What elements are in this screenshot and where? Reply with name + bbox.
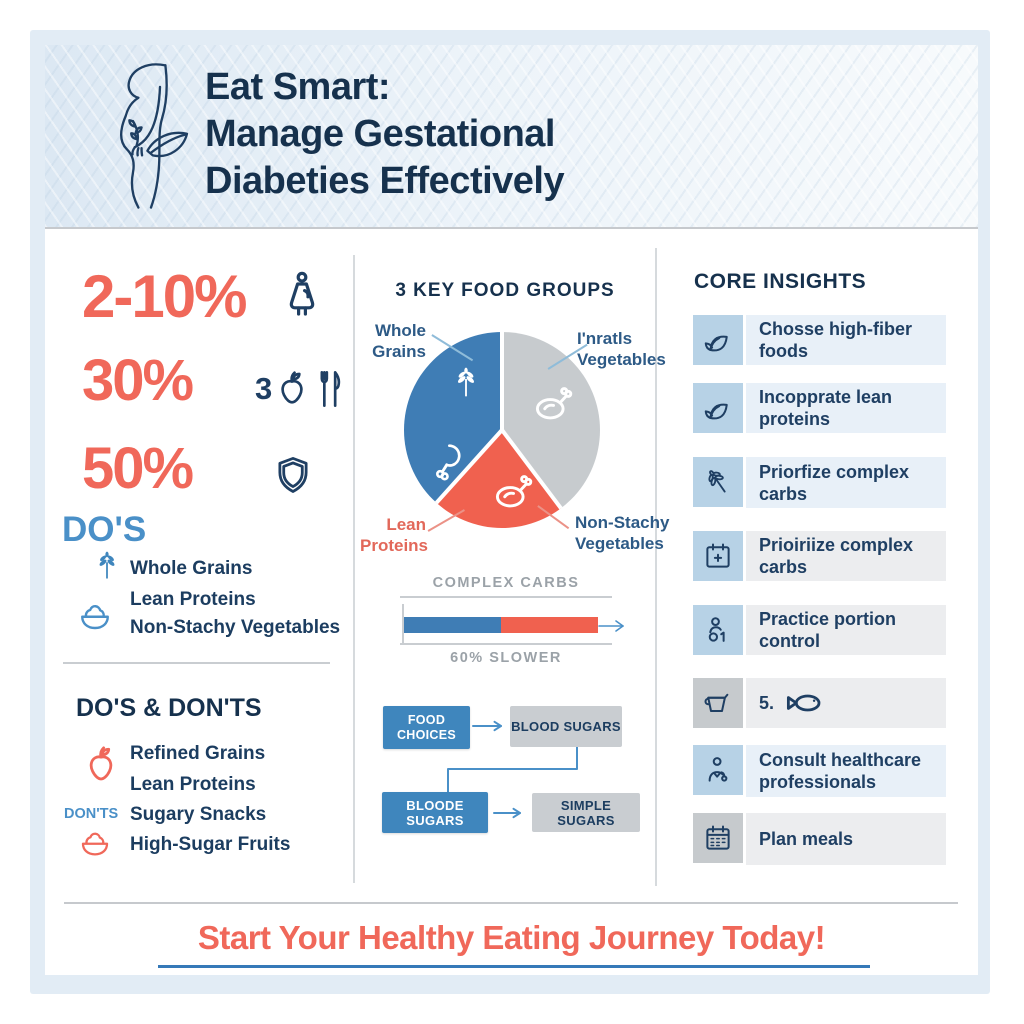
- donts-item-1: Refined Grains: [130, 743, 266, 764]
- insight-text: Chosse high-fiber foods: [759, 319, 913, 361]
- food-groups-pie-chart: [404, 332, 600, 528]
- insight-row-4: Prioiriize complex carbs: [746, 531, 946, 581]
- footer-underline: [158, 965, 870, 968]
- insight-row-5: Practice portion control: [746, 605, 946, 655]
- food-groups-heading: 3 KEY FOOD GROUPS: [395, 280, 615, 301]
- arrow-right-icon: [598, 620, 624, 632]
- insight-row-8: Plan meals: [746, 813, 946, 865]
- donts-item-3: Sugary Snacks: [130, 804, 267, 825]
- calendar-icon: [706, 825, 730, 850]
- page-title: Eat Smart: Manage Gestational Diabeties …: [205, 64, 565, 205]
- core-insights-heading: CORE INSIGHTS: [694, 270, 867, 293]
- calendar-plus-icon: [706, 543, 730, 568]
- apple-icon: [281, 371, 303, 404]
- insight-tile-2: [693, 383, 743, 433]
- title-line-3: Diabeties Effectively: [205, 160, 565, 202]
- dos-item-1: Whole Grains: [130, 558, 253, 579]
- apple-and-cutlery-icon: 3: [255, 368, 348, 410]
- header-band: [45, 45, 978, 229]
- insight-tile-6: [693, 678, 743, 728]
- insight-tile-3: [693, 457, 743, 507]
- pie-label-non-starchy: Non-Stachy Vegetables: [575, 513, 670, 553]
- footer-cta-text: Start Your Healthy Eating Journey Today!: [197, 919, 826, 956]
- carbs-bar: [404, 617, 598, 633]
- flow-box-bloode-sugars: BLOODE SUGARS: [382, 792, 488, 833]
- carbs-bar-coral-segment: [501, 617, 598, 633]
- wheat-icon: [99, 551, 115, 579]
- pregnant-woman-art-icon: [120, 63, 189, 209]
- fish-icon: [786, 694, 821, 712]
- wheat-icon: [708, 470, 726, 493]
- title-line-1: Eat Smart:: [205, 66, 391, 108]
- dos-heading: DO'S: [62, 510, 147, 549]
- insight-tile-4: [693, 531, 743, 581]
- donts-item-2: Lean Proteins: [130, 774, 256, 795]
- leaf-icon: [704, 403, 728, 420]
- pie-label-lean-proteins: Lean Proteins: [360, 515, 429, 555]
- bowl-icon: [81, 832, 109, 856]
- insight-tile-7: [693, 745, 743, 795]
- flow-box-food-choices: FOOD CHOICES: [383, 706, 470, 749]
- carbs-bar-blue-segment: [404, 617, 501, 633]
- carbs-axis-y: [402, 604, 404, 644]
- flow-box-simple-sugars: SIMPLE SUGARS: [532, 793, 640, 832]
- pregnant-woman-icon: [289, 271, 315, 316]
- stat-value-1: 2-10%: [82, 263, 247, 330]
- stat-value-2: 30%: [82, 348, 194, 413]
- apple-icon: [89, 746, 113, 781]
- shield-icon: [278, 456, 308, 493]
- carbs-bottom-rule: [400, 643, 612, 645]
- carbs-top-rule: [400, 596, 612, 598]
- portion-control-icon: [708, 617, 725, 642]
- dos-donts-heading: DO'S & DON'TS: [76, 694, 262, 722]
- roast-chicken-icon: [495, 475, 533, 508]
- insight-text: Plan meals: [759, 829, 854, 849]
- roast-chicken-icon: [535, 387, 573, 420]
- insight-tile-8: [693, 813, 743, 863]
- insight-row-2: Incopprate lean proteins: [746, 383, 946, 433]
- title-line-2: Manage Gestational: [205, 113, 555, 155]
- measuring-cup-icon: [704, 693, 729, 712]
- column-divider-right: [655, 248, 657, 886]
- flow-box-blood-sugars: BLOOD SUGARS: [510, 706, 622, 747]
- insight-row-1: Chosse high-fiber foods: [746, 315, 946, 365]
- insight-text: Priorfize complex carbs: [759, 461, 910, 504]
- pie-separator: [500, 332, 504, 430]
- stat-icon-prefix: 3: [255, 371, 273, 406]
- insight-row-6: 5.: [746, 678, 946, 728]
- bowl-icon: [81, 605, 109, 630]
- donts-side-label: DON'TS: [64, 806, 119, 822]
- insight-row-3: Priorfize complex carbs: [746, 457, 946, 508]
- insight-text: Practice portion control: [759, 609, 897, 651]
- insight-text: 5.: [759, 693, 775, 713]
- doctor-icon: [708, 757, 728, 782]
- insight-text: Prioiriize complex carbs: [759, 535, 914, 577]
- leaf-icon: [704, 335, 728, 352]
- footer-divider: [64, 902, 958, 904]
- drumstick-icon: [436, 444, 461, 481]
- fork-knife-icon: [320, 371, 341, 407]
- pie-label-whole-grains: Whole Grains: [372, 321, 426, 361]
- column-divider-left: [353, 255, 355, 883]
- insight-tile-1: [693, 315, 743, 365]
- insight-text: Incopprate lean proteins: [759, 387, 893, 429]
- insight-text: Consult healthcare professionals: [759, 750, 922, 792]
- carbs-caption: 60% SLOWER: [450, 650, 562, 666]
- flow-connectors: [447, 720, 578, 819]
- wheat-icon: [457, 367, 475, 397]
- carbs-title: COMPLEX CARBS: [432, 575, 580, 591]
- donts-item-4: High-Sugar Fruits: [130, 834, 291, 855]
- stat-value-3: 50%: [82, 436, 194, 501]
- dos-item-3: Non-Stachy Vegetables: [130, 617, 341, 638]
- insight-tile-5: [693, 605, 743, 655]
- pie-label-mixed-vegetables: I'nratls Vegetables: [577, 329, 666, 369]
- left-divider: [63, 662, 330, 664]
- dos-item-2: Lean Proteins: [130, 589, 256, 610]
- insight-row-7: Consult healthcare professionals: [746, 745, 946, 797]
